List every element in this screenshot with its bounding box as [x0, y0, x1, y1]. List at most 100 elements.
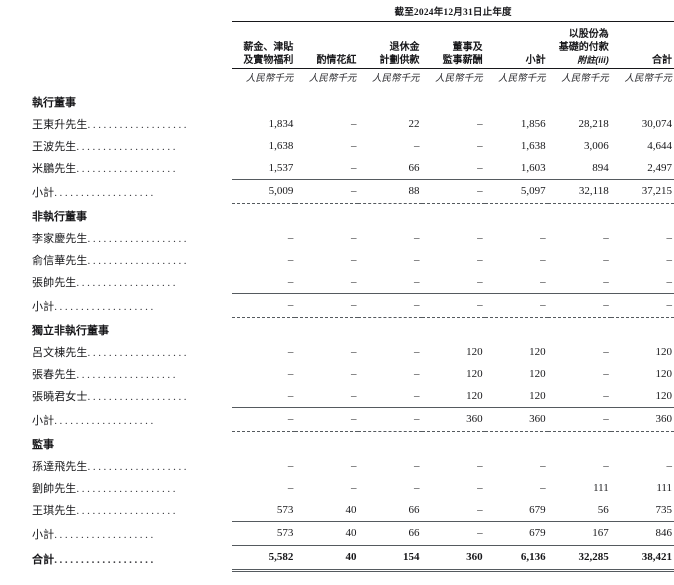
subtotal-row: 小計................... – – –360 360–360 [30, 406, 674, 432]
section-heading-row: 監事 [30, 431, 674, 455]
row-label-leader-dots: ................... [76, 141, 179, 153]
row-value-total: 120 [655, 346, 673, 358]
row-label: 米鵬先生................... [30, 157, 232, 179]
column-unit-pension: 人民幣千元 [358, 68, 422, 89]
row-label-text: 張春先生 [32, 369, 77, 381]
row-value-share_based: 111 [593, 482, 609, 494]
table-row: 王波先生................... 1,638 – – – 1,638 3,00… [30, 135, 674, 157]
row-value-bonus: – [350, 161, 357, 174]
row-value-total: – [666, 254, 673, 266]
subtotal-value-pension: 88 [358, 178, 422, 204]
row-label-leader-dots: ................... [54, 529, 156, 541]
row-label-leader-dots: ................... [87, 461, 190, 473]
section-heading-empty-cell [232, 89, 295, 113]
section-heading-empty-cell [485, 431, 548, 455]
row-label: 王波先生................... [30, 135, 232, 157]
row-value-pension: – [414, 460, 420, 472]
row-value-subtotal: 120 [529, 389, 546, 402]
section-heading-empty-cell [548, 89, 611, 113]
section-heading-empty-cell [358, 203, 421, 227]
section-heading-empty-cell [422, 431, 485, 455]
row-value-dirsup_fee: – [477, 140, 483, 152]
column-header-line: 計劃供款 [379, 55, 420, 66]
subtotal-value-dirsup_fee: – [421, 292, 485, 318]
row-value-dirsup_fee: – [477, 460, 483, 472]
column-unit-dirsup_fee: 人民幣千元 [421, 68, 485, 89]
row-value-salary: – [287, 254, 294, 266]
row-value-pension: 22 [408, 118, 420, 130]
table-header: 截至2024年12月31日止年度 薪金、津貼 及實物福利 酌情花紅 退休金 計劃供款 董事… [30, 0, 674, 89]
row-value-salary: 573 [276, 503, 294, 516]
row-label-text: 劉帥先生 [32, 483, 77, 495]
row-value-share_based: 894 [592, 161, 609, 174]
row-label: 王琪先生................... [30, 499, 232, 521]
row-value-subtotal: 1,856 [520, 118, 546, 130]
grand-total-value-bonus: 40 [295, 544, 359, 572]
section-heading-empty-cell [295, 431, 358, 455]
subtotal-value-share_based: – [547, 292, 611, 318]
table-row: 米鵬先生................... 1,537 – 66 – 1,603 894… [30, 157, 674, 179]
subtotal-value-total: 360 [610, 406, 674, 432]
row-value-dirsup_fee: – [477, 254, 483, 266]
table-row: 李家慶先生................... – – – – – – – [30, 227, 674, 249]
row-value-pension: – [414, 232, 420, 244]
row-value-dirsup_fee: – [477, 482, 483, 494]
subtotal-value-subtotal: 679 [484, 520, 548, 546]
grand-total-value-pension: 154 [358, 544, 422, 572]
row-value-share_based: 56 [597, 503, 609, 516]
column-unit-subtotal: 人民幣千元 [484, 68, 548, 89]
row-value-bonus: – [350, 254, 357, 266]
section-heading-row: 執行董事 [30, 89, 674, 113]
column-header-line: 退休金 [389, 42, 420, 53]
section-heading-empty-cell [422, 203, 485, 227]
row-value-share_based: 3,006 [584, 140, 609, 152]
column-header-line: 及實物福利 [243, 55, 294, 66]
section-heading-row: 獨立非執行董事 [30, 317, 674, 341]
row-label-text: 米鵬先生 [32, 163, 77, 175]
column-header-line: 薪金、津貼 [243, 42, 294, 53]
subtotal-value-total: – [610, 292, 674, 318]
row-value-pension: – [414, 389, 420, 402]
subtotal-value-pension: 66 [358, 520, 422, 546]
row-value-dirsup_fee: – [477, 275, 483, 288]
row-value-salary: 1,834 [268, 118, 294, 130]
row-value-share_based: – [603, 389, 609, 402]
row-value-bonus: – [350, 389, 357, 402]
row-value-salary: – [287, 346, 294, 358]
row-value-salary: 1,537 [268, 161, 294, 174]
row-value-total: – [666, 232, 673, 244]
column-header-line: 小計 [525, 55, 546, 66]
row-label-leader-dots: ................... [87, 347, 190, 359]
section-heading-empty-cell [295, 203, 358, 227]
subtotal-value-share_based: 32,118 [547, 178, 611, 204]
column-header-total: 合計 [611, 22, 674, 69]
row-value-total: – [666, 460, 673, 472]
column-header-bonus: 酌情花紅 [295, 22, 358, 69]
grand-total-value-total: 38,421 [610, 544, 674, 572]
column-header-subtotal: 小計 [485, 22, 548, 69]
subtotal-value-salary: – [232, 292, 296, 318]
subtotal-value-dirsup_fee: 360 [421, 406, 485, 432]
row-label-text: 張曉君女士 [32, 391, 88, 403]
row-value-dirsup_fee: 120 [466, 346, 483, 358]
row-value-salary: – [287, 275, 294, 288]
row-label: 呂文棟先生................... [30, 341, 232, 363]
row-value-bonus: – [350, 368, 357, 380]
section-heading: 非執行董事 [32, 211, 87, 223]
row-label-text: 俞信華先生 [32, 255, 88, 267]
row-value-pension: – [414, 482, 420, 494]
row-value-total: 2,497 [647, 161, 672, 174]
row-label-leader-dots: ................... [54, 554, 156, 566]
row-value-bonus: – [350, 460, 357, 472]
subtotal-label: 小計................... [30, 521, 232, 545]
row-value-pension: – [414, 254, 420, 266]
row-value-subtotal: 1,638 [520, 140, 546, 152]
table-row: 張帥先生................... – – – – – – – [30, 271, 674, 293]
subtotal-value-subtotal: – [484, 292, 548, 318]
table-row: 張春先生................... – – – 120 120 – 120 [30, 363, 674, 385]
subtotal-label: 小計................... [30, 293, 232, 317]
row-label-leader-dots: ................... [87, 233, 190, 245]
row-value-share_based: – [603, 275, 609, 288]
period-header-label: 截至2024年12月31日止年度 [232, 0, 674, 22]
row-value-dirsup_fee: – [477, 161, 483, 174]
